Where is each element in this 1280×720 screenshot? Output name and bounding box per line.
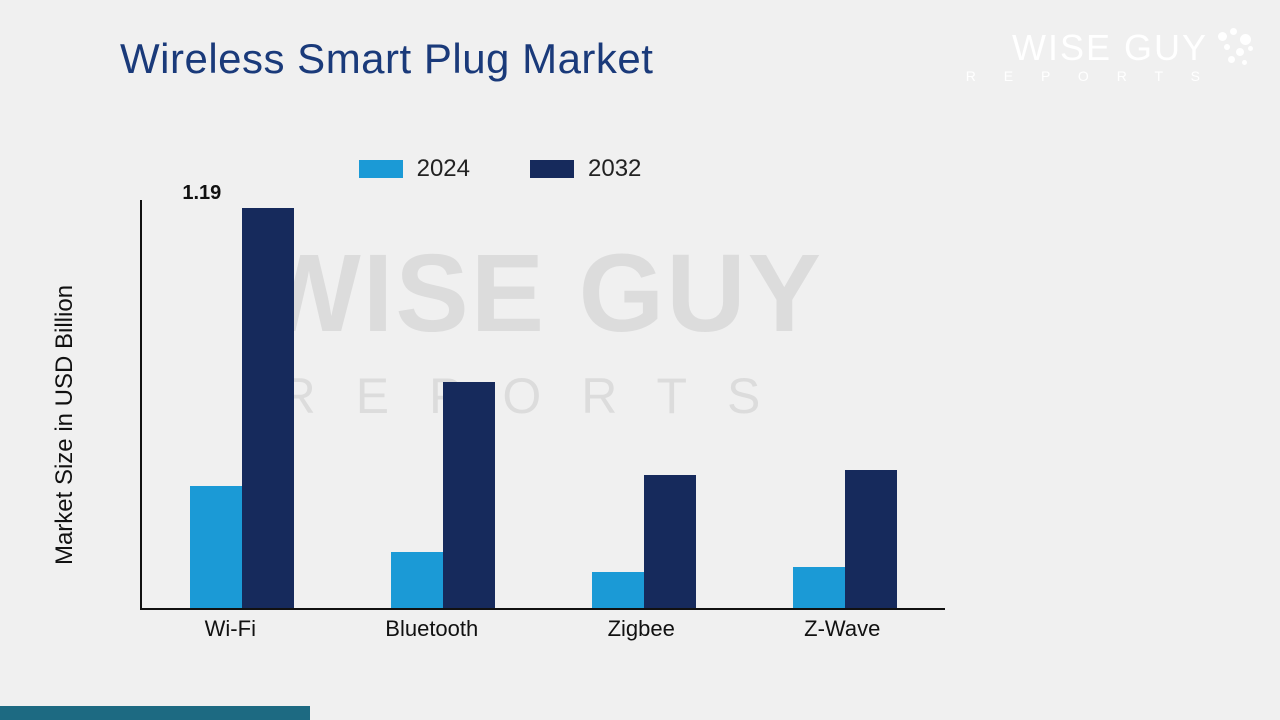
x-label-zigbee: Zigbee (608, 610, 675, 642)
legend-item-2024: 2024 (359, 155, 470, 183)
bar-value-label: 1.19 (182, 182, 221, 205)
bar-groups: 1.19 (142, 200, 945, 608)
brand-title-row: WISE GUY (966, 26, 1258, 70)
legend-swatch-2024 (359, 160, 403, 178)
legend-swatch-2032 (530, 160, 574, 178)
brand-title: WISE GUY (1012, 27, 1208, 69)
bar-zigbee-2024 (592, 572, 644, 608)
x-label-wifi: Wi-Fi (205, 610, 256, 642)
bar-zwave-2032 (845, 470, 897, 608)
side-band (960, 0, 1280, 720)
bar-wifi-2024 (190, 486, 242, 608)
bar-group-wifi: 1.19 (190, 208, 294, 608)
bar-bluetooth-2032 (443, 382, 495, 608)
chart-region: Market Size in USD Billion 1.19 (95, 200, 945, 650)
legend-item-2032: 2032 (530, 155, 641, 183)
canvas: WISE GUY R E P O R T S Wireless Smart Pl… (0, 0, 1280, 720)
plot-area: 1.19 (140, 200, 945, 610)
bar-wifi-2032 (242, 208, 294, 608)
bar-group-zigbee (592, 475, 696, 608)
brand-logo: WISE GUY R E P O R T S (966, 26, 1258, 84)
bar-group-zwave (793, 470, 897, 608)
chart-title: Wireless Smart Plug Market (120, 35, 653, 83)
legend-label-2032: 2032 (588, 155, 641, 183)
bar-bluetooth-2024 (391, 552, 443, 608)
brand-subtitle: R E P O R T S (966, 68, 1258, 84)
bar-zigbee-2032 (644, 475, 696, 608)
x-label-bluetooth: Bluetooth (385, 610, 478, 642)
brain-icon (1214, 26, 1258, 70)
bar-zwave-2024 (793, 567, 845, 608)
y-axis-title: Market Size in USD Billion (51, 285, 79, 565)
bar-group-bluetooth (391, 382, 495, 608)
x-axis-labels: Wi-Fi Bluetooth Zigbee Z-Wave (140, 610, 945, 650)
legend: 2024 2032 (0, 155, 1000, 183)
legend-label-2024: 2024 (417, 155, 470, 183)
footer-accent-bar (0, 706, 310, 720)
x-label-zwave: Z-Wave (804, 610, 880, 642)
